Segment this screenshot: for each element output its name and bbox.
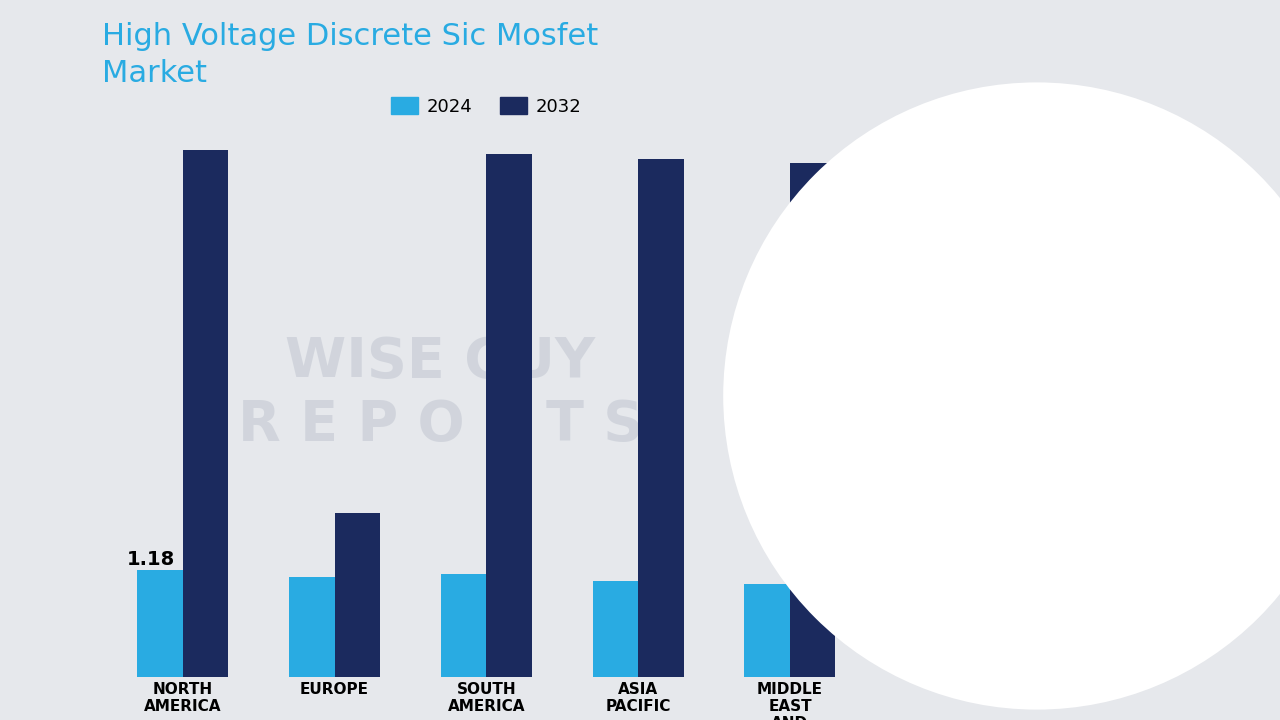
- Bar: [183, 150, 228, 677]
- Bar: [745, 584, 790, 677]
- Bar: [593, 581, 639, 677]
- Bar: [639, 158, 684, 677]
- Text: WISE GUY
R E P O R T S: WISE GUY R E P O R T S: [238, 336, 643, 451]
- Bar: [486, 154, 532, 677]
- Bar: [790, 163, 836, 677]
- Bar: [137, 570, 183, 677]
- Bar: [289, 577, 334, 677]
- Bar: [334, 513, 380, 677]
- Text: 1.18: 1.18: [127, 550, 175, 569]
- Bar: [440, 574, 486, 677]
- Legend: 2024, 2032: 2024, 2032: [384, 89, 589, 123]
- Text: High Voltage Discrete Sic Mosfet
Market: High Voltage Discrete Sic Mosfet Market: [102, 22, 599, 88]
